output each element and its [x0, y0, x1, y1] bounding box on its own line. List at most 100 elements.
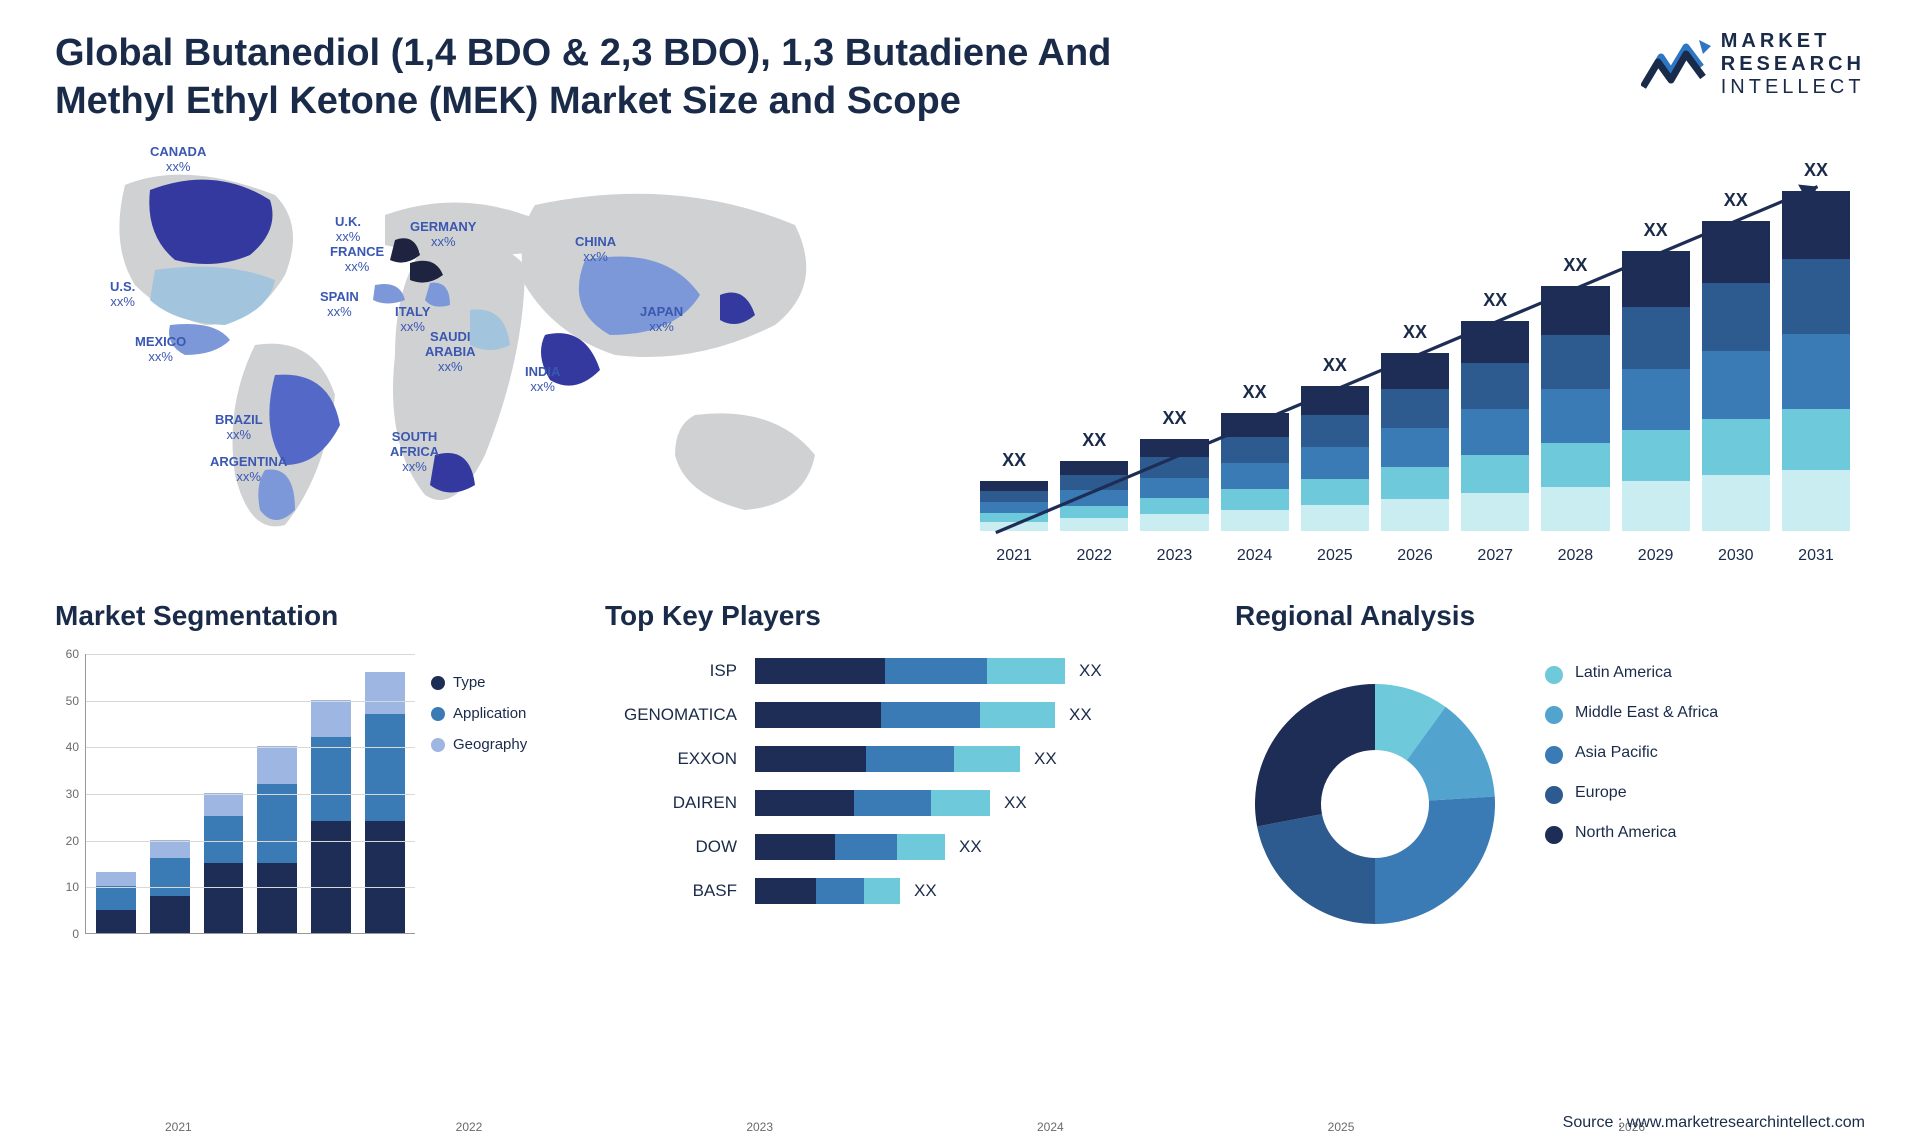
region-legend-asia-pacific: Asia Pacific	[1545, 744, 1865, 764]
players-chart: ISPXXGENOMATICAXXEXXONXXDAIRENXXDOWXXBAS…	[605, 654, 1185, 908]
map-label-spain: SPAINxx%	[320, 290, 359, 320]
player-value: XX	[959, 837, 982, 857]
region-legend-middle-east-africa: Middle East & Africa	[1545, 704, 1865, 724]
map-label-saudi-arabia: SAUDIARABIAxx%	[425, 330, 476, 375]
market-bar-2030: XX	[1702, 221, 1770, 531]
market-bar-2024: XX	[1221, 413, 1289, 531]
regional-analysis-panel: Regional Analysis Latin America Middle Ea…	[1235, 600, 1865, 974]
player-name: EXXON	[605, 749, 755, 769]
top-key-players-panel: Top Key Players ISP XX GENOMATICA XX EXXON XX…	[605, 600, 1185, 974]
donut-slice-north-america	[1255, 684, 1375, 826]
player-name: BASF	[605, 881, 755, 901]
seg-bar-2025	[311, 700, 351, 933]
segmentation-chart	[85, 654, 415, 934]
seg-bar-2026	[365, 672, 405, 933]
region-legend-north-america: North America	[1545, 824, 1865, 844]
market-year-label: 2030	[1702, 547, 1770, 565]
market-bar-2028: XX	[1541, 286, 1609, 531]
seg-bar-2023	[204, 793, 244, 933]
player-row-basf: BASF XX	[605, 874, 1185, 908]
market-year-label: 2028	[1541, 547, 1609, 565]
market-bar-2026: XX	[1381, 353, 1449, 531]
market-bar-value: XX	[1082, 430, 1106, 451]
market-bar-2029: XX	[1622, 251, 1690, 531]
logo-text: MARKET RESEARCH INTELLECT	[1721, 30, 1865, 99]
player-name: GENOMATICA	[605, 705, 755, 725]
market-bar-value: XX	[1403, 322, 1427, 343]
world-map-panel: CANADAxx% U.S.xx%MEXICOxx% BRAZILxx% ARGENT…	[55, 145, 925, 565]
player-row-exxon: EXXON XX	[605, 742, 1185, 776]
regional-title: Regional Analysis	[1235, 600, 1865, 632]
map-label-japan: JAPANxx%	[640, 305, 683, 335]
region-legend-latin-america: Latin America	[1545, 664, 1865, 684]
logo-icon	[1641, 32, 1711, 97]
source-text: Source : www.marketresearchintellect.com	[1563, 1114, 1865, 1132]
regional-donut-chart	[1235, 664, 1515, 944]
seg-legend-application: Application	[431, 705, 555, 722]
map-label-canada: CANADAxx%	[150, 145, 206, 175]
player-row-dow: DOW XX	[605, 830, 1185, 864]
player-value: XX	[1069, 705, 1092, 725]
market-bar-value: XX	[1002, 450, 1026, 471]
player-value: XX	[1079, 661, 1102, 681]
title-line-1: Global Butanediol (1,4 BDO & 2,3 BDO), 1…	[55, 32, 1111, 74]
regional-legend: Latin America Middle East & Africa Asia Pa…	[1545, 654, 1865, 944]
market-year-label: 2023	[1140, 547, 1208, 565]
map-label-mexico: MEXICOxx%	[135, 335, 186, 365]
players-title: Top Key Players	[605, 600, 1185, 632]
player-row-isp: ISP XX	[605, 654, 1185, 688]
player-row-genomatica: GENOMATICA XX	[605, 698, 1185, 732]
map-label-argentina: ARGENTINAxx%	[210, 455, 287, 485]
map-label-china: CHINAxx%	[575, 235, 616, 265]
market-year-label: 2022	[1060, 547, 1128, 565]
market-bar-value: XX	[1724, 190, 1748, 211]
title-line-2: Methyl Ethyl Ketone (MEK) Market Size an…	[55, 80, 961, 122]
donut-slice-europe	[1257, 814, 1375, 924]
market-bar-value: XX	[1323, 355, 1347, 376]
market-bar-value: XX	[1162, 408, 1186, 429]
market-year-label: 2027	[1461, 547, 1529, 565]
market-bar-2027: XX	[1461, 321, 1529, 531]
market-year-label: 2021	[980, 547, 1048, 565]
market-bar-2025: XX	[1301, 386, 1369, 531]
market-bar-2031: XX	[1782, 191, 1850, 531]
market-bar-value: XX	[1243, 382, 1267, 403]
market-year-label: 2024	[1221, 547, 1289, 565]
market-year-label: 2031	[1782, 547, 1850, 565]
market-year-label: 2026	[1381, 547, 1449, 565]
segmentation-title: Market Segmentation	[55, 600, 555, 632]
map-label-france: FRANCExx%	[330, 245, 384, 275]
player-row-dairen: DAIREN XX	[605, 786, 1185, 820]
map-label-u-k-: U.K.xx%	[335, 215, 361, 245]
market-bar-2021: XX	[980, 481, 1048, 531]
market-bar-2022: XX	[1060, 461, 1128, 531]
market-year-label: 2025	[1301, 547, 1369, 565]
player-value: XX	[1004, 793, 1027, 813]
logo: MARKET RESEARCH INTELLECT	[1641, 30, 1865, 99]
seg-bar-2021	[96, 872, 136, 933]
market-bar-value: XX	[1804, 160, 1828, 181]
player-value: XX	[914, 881, 937, 901]
map-label-south-africa: SOUTHAFRICAxx%	[390, 430, 439, 475]
donut-slice-asia-pacific	[1375, 796, 1495, 924]
market-year-label: 2029	[1622, 547, 1690, 565]
player-value: XX	[1034, 749, 1057, 769]
player-name: ISP	[605, 661, 755, 681]
region-legend-europe: Europe	[1545, 784, 1865, 804]
player-name: DAIREN	[605, 793, 755, 813]
page-title: Global Butanediol (1,4 BDO & 2,3 BDO), 1…	[55, 30, 1111, 125]
map-label-india: INDIAxx%	[525, 365, 560, 395]
seg-legend-geography: Geography	[431, 736, 555, 753]
market-segmentation-panel: Market Segmentation 0102030405060 TypeAp…	[55, 600, 555, 974]
market-bar-value: XX	[1563, 255, 1587, 276]
segmentation-legend: Type Application Geography	[415, 654, 555, 974]
map-label-germany: GERMANYxx%	[410, 220, 476, 250]
market-bar-2023: XX	[1140, 439, 1208, 531]
seg-legend-type: Type	[431, 674, 555, 691]
market-bar-value: XX	[1644, 220, 1668, 241]
map-label-brazil: BRAZILxx%	[215, 413, 263, 443]
market-bar-value: XX	[1483, 290, 1507, 311]
map-label-u-s-: U.S.xx%	[110, 280, 135, 310]
player-name: DOW	[605, 837, 755, 857]
market-size-bar-chart: XXXXXXXXXXXXXXXXXXXXXX 20212022202320242…	[965, 145, 1865, 565]
